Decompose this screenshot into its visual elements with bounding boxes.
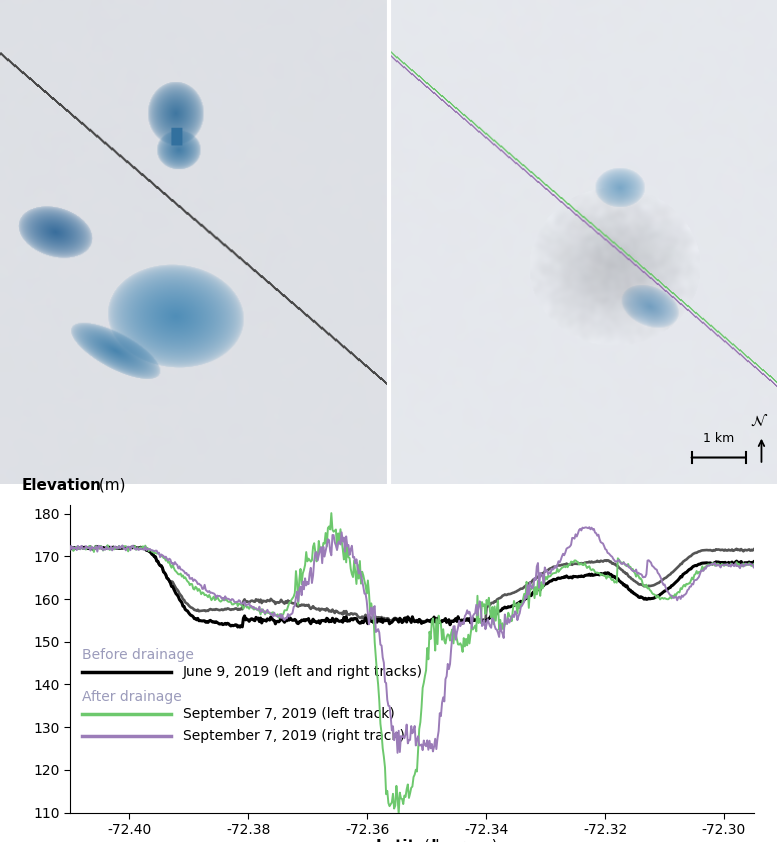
Text: 1 km: 1 km	[703, 433, 734, 445]
Text: June 9, 2019 (left and right tracks): June 9, 2019 (left and right tracks)	[183, 664, 423, 679]
Text: $\mathcal{N}$: $\mathcal{N}$	[751, 413, 768, 429]
Text: September 7, 2019 (right track): September 7, 2019 (right track)	[183, 728, 405, 743]
Text: (m): (m)	[94, 478, 125, 493]
Text: September 7, 2019 (left track): September 7, 2019 (left track)	[183, 707, 395, 722]
Text: Before drainage: Before drainage	[82, 647, 193, 662]
Text: (degrees): (degrees)	[419, 839, 497, 842]
Text: Latitude: Latitude	[376, 839, 448, 842]
Text: Elevation: Elevation	[22, 478, 102, 493]
Text: After drainage: After drainage	[82, 690, 182, 704]
